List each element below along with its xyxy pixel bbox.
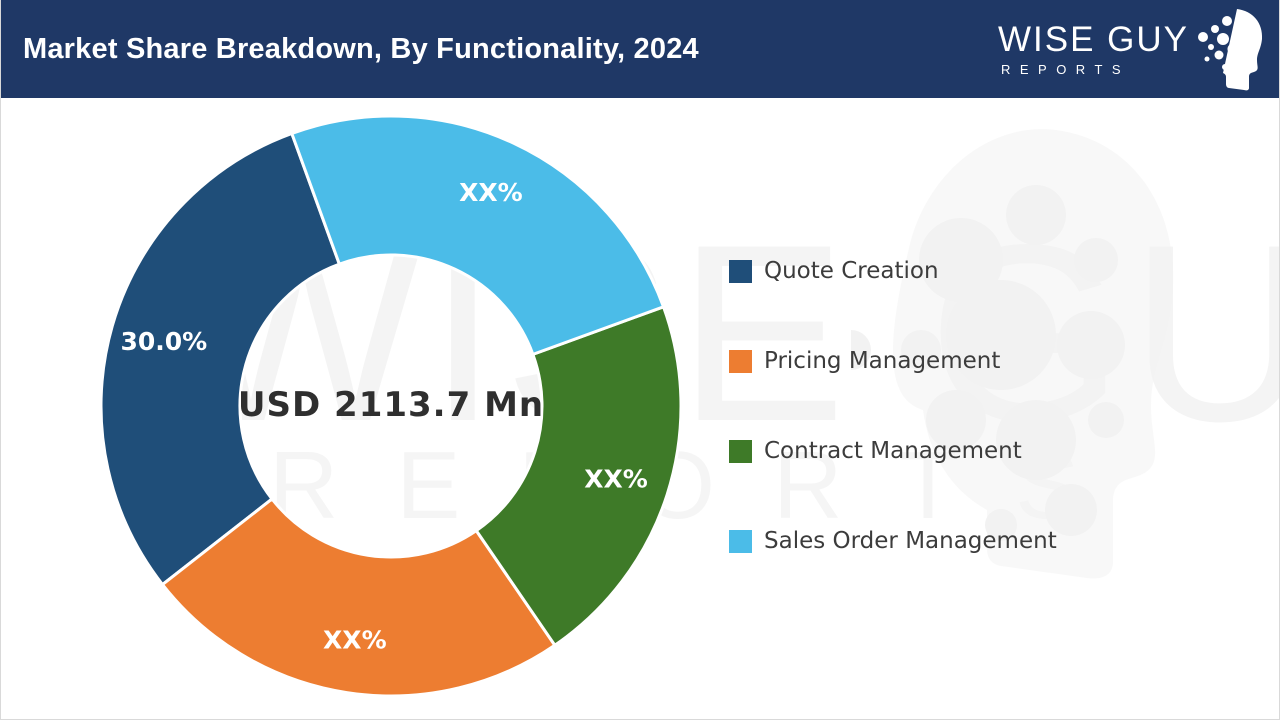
legend-swatch-quote-creation <box>729 259 752 283</box>
watermark-head-icon <box>851 129 1174 579</box>
logo-wordmark: WISE GUY <box>997 19 1189 59</box>
donut-slice-sales-order-management <box>290 114 666 356</box>
legend-label-quote-creation: Quote Creation <box>764 258 939 284</box>
donut-slice-quote-creation <box>99 131 341 587</box>
donut-slice-contract-management <box>474 305 683 647</box>
donut-center-label: USD 2113.7 Mn <box>237 385 545 425</box>
legend-item-quote-creation: Quote Creation <box>729 248 1057 294</box>
slice-label: XX% <box>459 178 523 207</box>
chart-legend: Quote Creation Pricing Management Contra… <box>729 248 1057 608</box>
legend-label-sales-order-management: Sales Order Management <box>764 528 1057 554</box>
donut-chart: 30.0% XX% XX% XX% <box>99 114 683 698</box>
wiseguy-logo: WISE GUY REPORTS <box>998 7 1279 91</box>
slice-label: XX% <box>584 464 648 493</box>
wiseguy-head-icon <box>1198 9 1263 91</box>
legend-swatch-contract-management <box>729 439 752 463</box>
logo-reports-label: REPORTS <box>1000 61 1131 77</box>
legend-label-contract-management: Contract Management <box>764 438 1022 464</box>
legend-item-contract-management: Contract Management <box>729 428 1057 474</box>
slice-label: XX% <box>323 626 387 655</box>
legend-label-pricing-management: Pricing Management <box>764 348 1001 374</box>
page-title: Market Share Breakdown, By Functionality… <box>23 32 699 65</box>
donut-slice-pricing-management <box>160 497 557 698</box>
slice-label: 30.0% <box>120 327 207 356</box>
legend-item-sales-order-management: Sales Order Management <box>729 518 1057 564</box>
header-bar: Market Share Breakdown, By Functionality… <box>1 0 1279 98</box>
legend-swatch-pricing-management <box>729 349 752 373</box>
legend-item-pricing-management: Pricing Management <box>729 338 1057 384</box>
legend-swatch-sales-order-management <box>729 529 752 553</box>
logo-text: WISE GUY REPORTS <box>998 22 1189 77</box>
